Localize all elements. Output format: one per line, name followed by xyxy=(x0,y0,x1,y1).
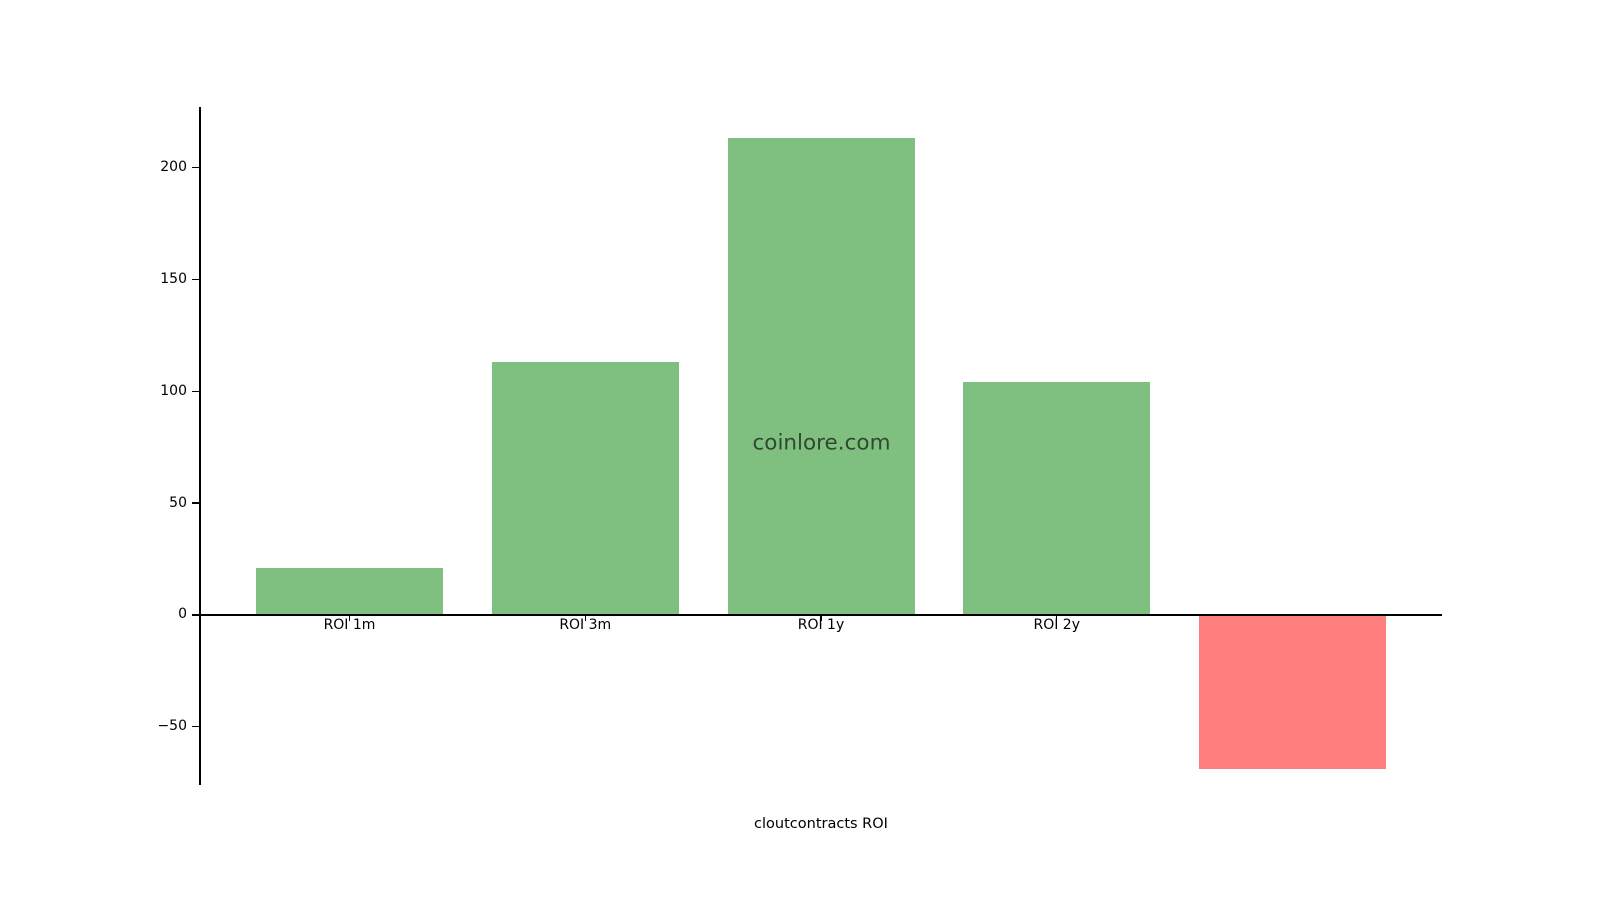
x-tick-label-roi-3m: ROI 3m xyxy=(559,617,612,634)
chart-title: cloutcontracts ROI xyxy=(754,816,888,832)
y-tick-label-200: 200 xyxy=(160,158,187,175)
x-axis-zero-line xyxy=(200,614,1442,616)
x-tick-mark-roi-3m xyxy=(584,614,586,622)
bar-roi-2y xyxy=(963,382,1151,615)
y-tick-label-100: 100 xyxy=(160,382,187,399)
y-axis-spine xyxy=(199,107,201,785)
y-tick-mark-0 xyxy=(192,614,199,616)
y-tick-label-50: 50 xyxy=(169,494,187,511)
x-tick-label-roi-1y: ROI 1y xyxy=(797,617,845,634)
y-tick-mark-200 xyxy=(192,166,199,168)
x-tick-label-roi-2y: ROI 2y xyxy=(1033,617,1081,634)
bar-bar-5 xyxy=(1199,616,1386,770)
x-tick-mark-roi-2y xyxy=(1056,614,1058,622)
y-tick-mark--50 xyxy=(192,726,199,728)
y-tick-label-150: 150 xyxy=(160,270,187,287)
y-tick-label-0: 0 xyxy=(178,606,187,623)
bar-roi-1y xyxy=(727,138,915,615)
x-tick-mark-roi-1y xyxy=(820,614,822,622)
watermark-text: coinlore.com xyxy=(752,430,891,456)
x-tick-mark-roi-1m xyxy=(348,614,351,622)
bar-roi-1m xyxy=(256,567,443,615)
bar-roi-3m xyxy=(491,362,679,615)
y-tick-mark-150 xyxy=(192,278,199,280)
x-tick-label-roi-1m: ROI 1m xyxy=(323,617,376,634)
y-tick-mark-100 xyxy=(192,390,199,392)
y-tick-label--50: −50 xyxy=(157,718,187,735)
y-tick-mark-50 xyxy=(192,502,199,504)
